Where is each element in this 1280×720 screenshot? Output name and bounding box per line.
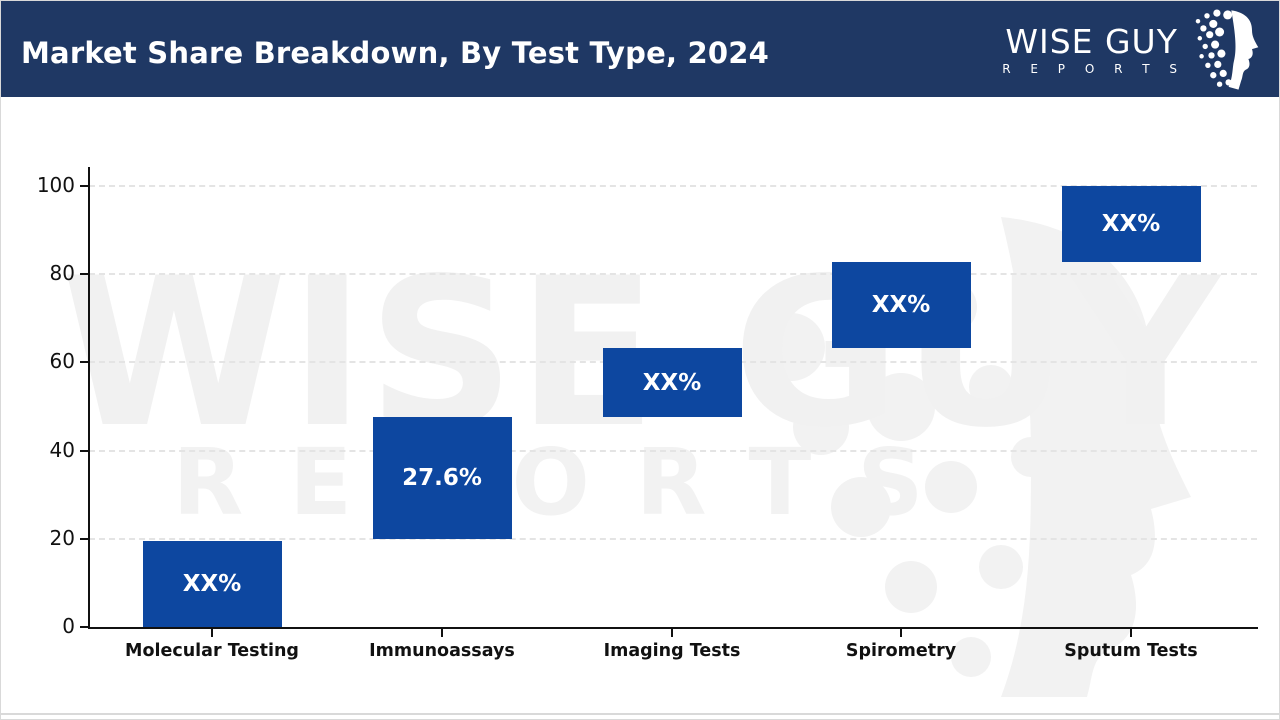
y-axis-tick	[80, 626, 89, 628]
x-axis-line	[88, 627, 1258, 629]
bar-segment: XX%	[831, 261, 971, 349]
watermark-face-icon	[757, 217, 1191, 697]
header: Market Share Breakdown, By Test Type, 20…	[1, 1, 1279, 97]
gridline	[89, 273, 1257, 276]
x-axis-tick	[441, 629, 443, 637]
y-axis-tick-label: 60	[49, 349, 75, 374]
y-axis-tick	[80, 185, 89, 187]
x-axis-category-label: Imaging Tests	[603, 641, 741, 661]
x-axis-tick	[671, 629, 673, 637]
gridline	[89, 185, 1257, 187]
x-axis-category-label: Immunoassays	[369, 641, 515, 661]
x-axis-tick	[211, 629, 213, 637]
x-axis-tick	[1130, 629, 1132, 637]
y-axis-tick	[80, 273, 89, 276]
logo-wordmark-line1: WISE GUY	[1005, 21, 1178, 61]
logo-face-icon	[1195, 9, 1259, 90]
chart-area: WISE GUY REPORTS 0 20 40 60 80 100 XX% Molecula…	[1, 97, 1279, 719]
wise-guy-logo: WISE GUY R E P O R T S	[998, 7, 1261, 93]
bar-segment: XX%	[602, 348, 742, 418]
y-axis-tick-label: 40	[49, 437, 75, 462]
y-axis-tick	[80, 537, 89, 540]
logo-wordmark-line2: R E P O R T S	[1002, 61, 1185, 76]
x-axis-category-label: Molecular Testing	[125, 641, 299, 661]
bottom-border	[1, 713, 1279, 715]
bar-segment: 27.6%	[372, 417, 512, 539]
gridline	[89, 537, 1257, 540]
y-axis-tick-label: 100	[36, 173, 75, 197]
bar-value-label: XX%	[182, 570, 242, 597]
bar-value-label: XX%	[1101, 210, 1161, 237]
bar-value-label: XX%	[642, 369, 702, 396]
chart-title: Market Share Breakdown, By Test Type, 20…	[21, 36, 770, 70]
y-axis-tick	[80, 449, 89, 452]
x-axis-tick	[900, 629, 902, 637]
gridline	[89, 449, 1257, 452]
bar-value-label: XX%	[871, 292, 931, 319]
y-axis-tick-label: 80	[49, 261, 75, 286]
bar-value-label: 27.6%	[402, 464, 482, 491]
y-axis-tick-label: 20	[49, 525, 75, 550]
x-axis-category-label: Spirometry	[845, 641, 957, 661]
y-axis-line	[88, 167, 90, 629]
y-axis-tick	[80, 361, 89, 364]
watermark-subtext: REPORTS	[172, 429, 970, 536]
bar-segment: XX%	[1061, 186, 1201, 262]
logo-wordmark: WISE GUY R E P O R T S	[998, 25, 1185, 76]
x-axis-category-label: Sputum Tests	[1064, 641, 1198, 661]
y-axis-tick-label: 0	[62, 614, 75, 638]
bar-segment: XX%	[142, 541, 282, 627]
